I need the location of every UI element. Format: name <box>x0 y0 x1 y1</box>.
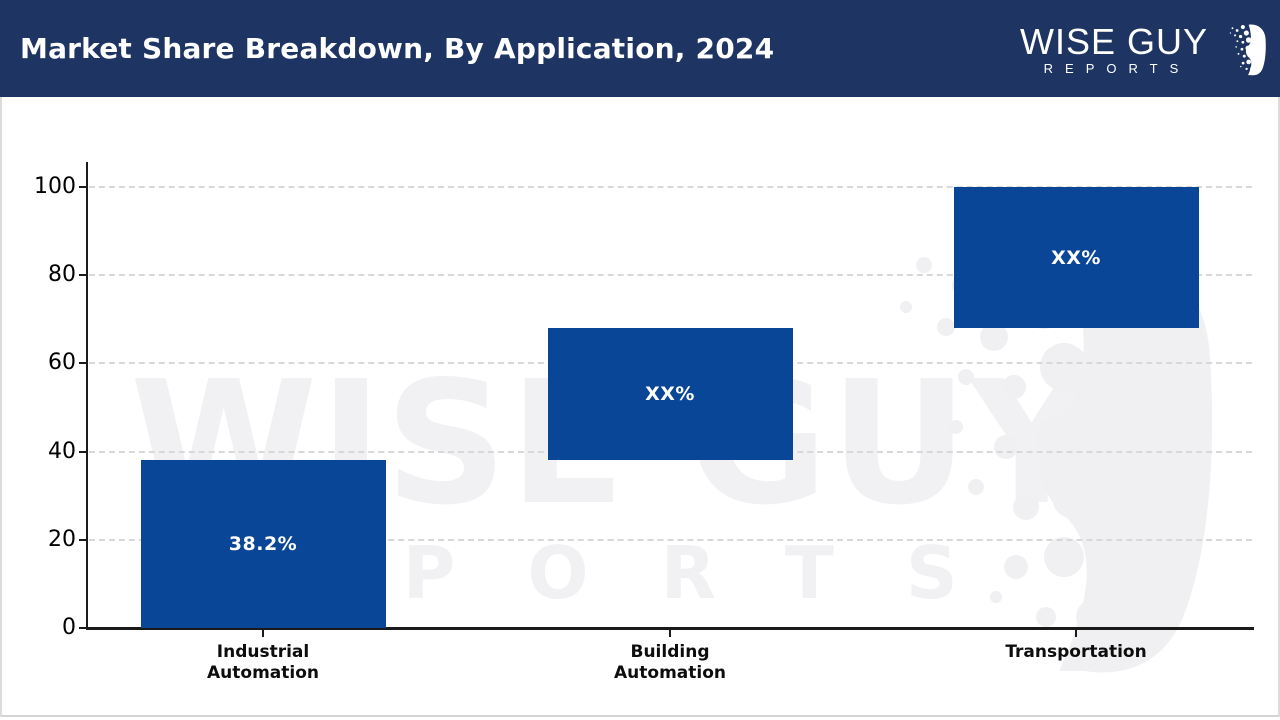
gridline-20 <box>89 538 1252 541</box>
x-category-label-industrial-automation: Industrial Automation <box>207 642 319 683</box>
y-tick-label-40: 40 <box>48 438 76 464</box>
y-axis-line <box>86 162 88 630</box>
y-tick-label-20: 20 <box>48 526 76 552</box>
logo-text: WISE GUY REPORTS <box>1020 22 1208 77</box>
bar-value-label-building-automation: XX% <box>645 382 695 405</box>
header-bar: Market Share Breakdown, By Application, … <box>0 0 1280 97</box>
gridline-80 <box>89 274 1252 277</box>
y-tick-label-100: 100 <box>34 174 76 199</box>
x-tick-mark-transportation <box>1075 630 1077 637</box>
chart-title: Market Share Breakdown, By Application, … <box>20 32 775 65</box>
y-tick-mark-100 <box>79 186 88 188</box>
y-tick-label-60: 60 <box>48 350 76 376</box>
x-tick-mark-industrial-automation <box>262 630 264 637</box>
x-axis-line <box>86 627 1254 630</box>
wiseguy-logo: WISE GUY REPORTS <box>1020 6 1266 92</box>
y-tick-label-80: 80 <box>48 262 76 288</box>
bar-value-label-transportation: XX% <box>1051 246 1101 269</box>
x-category-label-transportation: Transportation <box>1005 642 1147 662</box>
y-tick-mark-20 <box>79 538 88 541</box>
x-tick-mark-building-automation <box>669 630 671 637</box>
x-category-label-building-automation: Building Automation <box>614 642 726 683</box>
logo-subtitle: REPORTS <box>1043 61 1191 77</box>
bar-transportation: XX% <box>953 187 1199 329</box>
y-tick-mark-80 <box>79 274 88 277</box>
bar-value-label-industrial-automation: 38.2% <box>228 532 298 555</box>
y-tick-mark-60 <box>79 362 88 365</box>
bar-building-automation: XX% <box>547 328 793 460</box>
y-tick-mark-0 <box>79 627 88 629</box>
bar-industrial-automation: 38.2% <box>140 459 386 628</box>
y-tick-label-0: 0 <box>62 615 76 640</box>
gridline-100 <box>89 186 1252 188</box>
y-tick-mark-40 <box>79 450 88 453</box>
logo-face-icon <box>1229 24 1266 76</box>
logo-wordmark: WISE GUY <box>1019 20 1208 62</box>
